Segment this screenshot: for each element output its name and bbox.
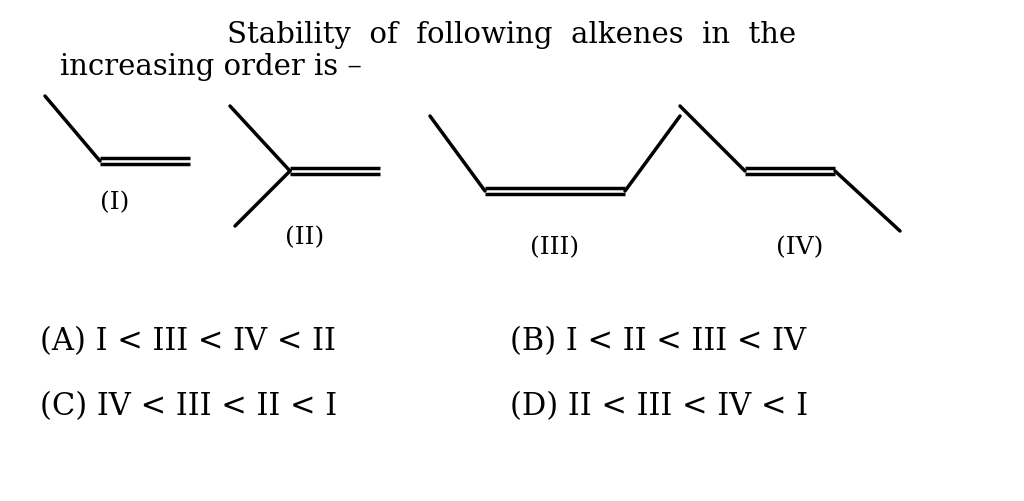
Text: (I): (I): [100, 191, 130, 214]
Text: (D) II < III < IV < I: (D) II < III < IV < I: [510, 391, 808, 422]
Text: (A) I < III < IV < II: (A) I < III < IV < II: [40, 326, 336, 357]
Text: (B) I < II < III < IV: (B) I < II < III < IV: [510, 326, 806, 357]
Text: (III): (III): [530, 236, 580, 259]
Text: increasing order is –: increasing order is –: [60, 53, 361, 81]
Text: (II): (II): [286, 226, 325, 249]
Text: (C) IV < III < II < I: (C) IV < III < II < I: [40, 391, 337, 422]
Text: (IV): (IV): [776, 236, 823, 259]
Text: Stability  of  following  alkenes  in  the: Stability of following alkenes in the: [227, 21, 797, 49]
